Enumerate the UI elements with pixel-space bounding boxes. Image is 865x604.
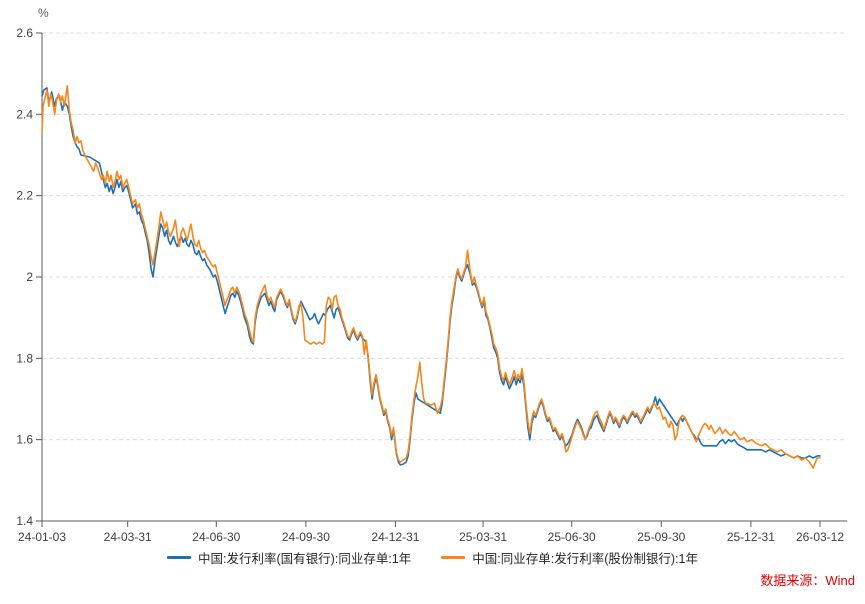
svg-text:25-03-31: 25-03-31 (459, 530, 507, 544)
svg-text:24-09-30: 24-09-30 (282, 530, 330, 544)
svg-text:24-06-30: 24-06-30 (192, 530, 240, 544)
svg-text:25-12-31: 25-12-31 (727, 530, 775, 544)
svg-text:1.6: 1.6 (16, 433, 33, 447)
svg-text:2.4: 2.4 (16, 107, 33, 121)
legend-item-state-owned-banks: 中国:发行利率(国有银行):同业存单:1年 (167, 548, 411, 567)
blue-line-swatch-icon (167, 556, 192, 559)
svg-text:26-03-12: 26-03-12 (796, 530, 844, 544)
svg-text:1.8: 1.8 (16, 351, 33, 365)
svg-text:2.2: 2.2 (16, 189, 33, 203)
svg-text:25-06-30: 25-06-30 (548, 530, 596, 544)
orange-line-swatch-icon (441, 556, 466, 559)
legend-label-joint-stock-banks: 中国:同业存单:发行利率(股份制银行):1年 (472, 552, 698, 566)
legend-label-state-owned-banks: 中国:发行利率(国有银行):同业存单:1年 (198, 552, 412, 566)
svg-text:1.4: 1.4 (16, 514, 33, 528)
svg-text:24-12-31: 24-12-31 (371, 530, 419, 544)
y-axis-unit-label: % (38, 6, 49, 20)
data-source-label: 数据来源：Wind (760, 573, 855, 588)
svg-text:24-03-31: 24-03-31 (104, 530, 152, 544)
svg-text:2: 2 (26, 270, 33, 284)
legend: 中国:发行利率(国有银行):同业存单:1年 中国:同业存单:发行利率(股份制银行… (0, 548, 865, 567)
svg-text:25-09-30: 25-09-30 (637, 530, 685, 544)
svg-text:2.6: 2.6 (16, 26, 33, 40)
legend-item-joint-stock-banks: 中国:同业存单:发行利率(股份制银行):1年 (441, 548, 698, 567)
svg-text:24-01-03: 24-01-03 (18, 530, 66, 544)
